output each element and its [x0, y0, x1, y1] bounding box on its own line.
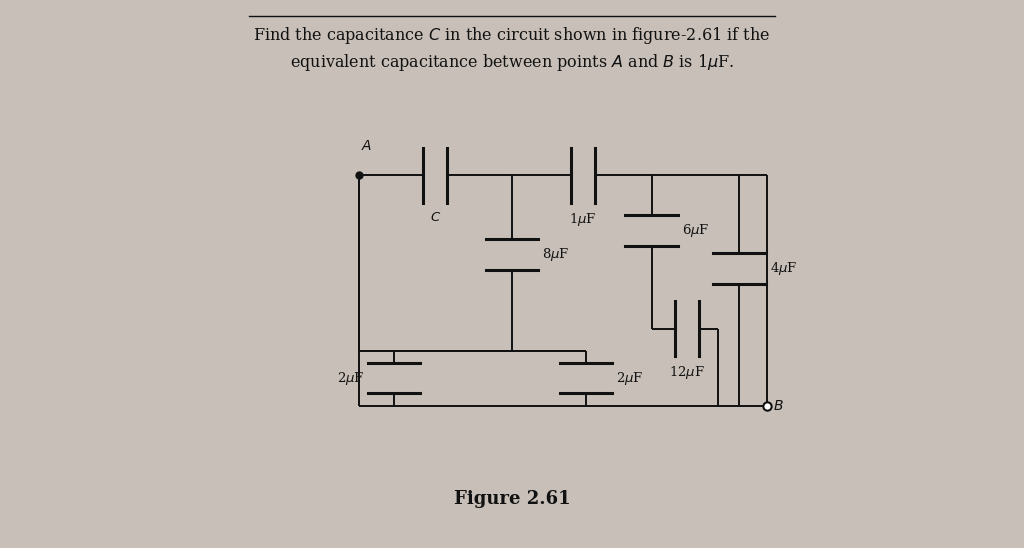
Text: Find the capacitance $C$ in the circuit shown in figure-2.61 if the: Find the capacitance $C$ in the circuit … [254, 25, 770, 45]
Text: 6$\mu$F: 6$\mu$F [682, 221, 710, 239]
Text: $C$: $C$ [430, 211, 441, 224]
Text: $B$: $B$ [773, 398, 784, 413]
Text: Figure 2.61: Figure 2.61 [454, 490, 570, 507]
Text: 12$\mu$F: 12$\mu$F [670, 364, 706, 381]
Text: 4$\mu$F: 4$\mu$F [770, 260, 797, 277]
Text: 2$\mu$F: 2$\mu$F [337, 369, 365, 387]
Text: 8$\mu$F: 8$\mu$F [542, 246, 569, 264]
Text: 2$\mu$F: 2$\mu$F [616, 369, 644, 387]
Text: 1$\mu$F: 1$\mu$F [569, 211, 597, 228]
Text: $A$: $A$ [361, 139, 373, 153]
Text: equivalent capacitance between points $A$ and $B$ is 1$\mu$F.: equivalent capacitance between points $A… [290, 52, 734, 73]
